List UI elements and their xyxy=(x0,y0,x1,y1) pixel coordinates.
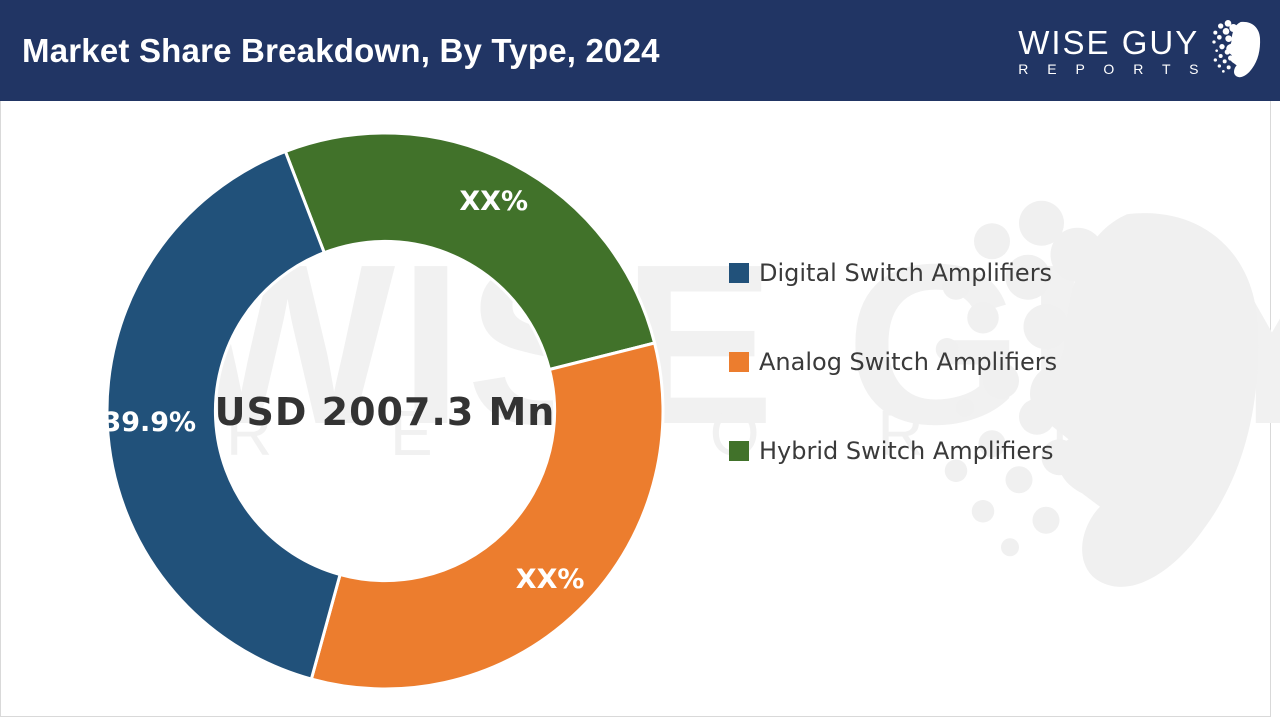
logo-wiseguy-label: WISE GUY xyxy=(1018,23,1200,61)
legend-label-hybrid: Hybrid Switch Amplifiers xyxy=(759,437,1054,465)
chart-legend: Digital Switch Amplifiers Analog Switch … xyxy=(729,252,1057,519)
chart-center-value: USD 2007.3 Mn xyxy=(214,390,556,434)
legend-label-digital: Digital Switch Amplifiers xyxy=(759,259,1053,287)
wiseguy-face-icon xyxy=(1212,19,1261,77)
legend-label-analog: Analog Switch Amplifiers xyxy=(759,348,1058,376)
legend-swatch-digital xyxy=(729,263,749,283)
wiseguy-logo: WISE GUY R E P O R T S xyxy=(1018,9,1266,93)
legend-swatch-hybrid xyxy=(729,441,749,461)
legend-item-analog: Analog Switch Amplifiers xyxy=(729,341,1057,383)
header-bar: Market Share Breakdown, By Type, 2024 WI… xyxy=(0,0,1280,101)
logo-reports-label: R E P O R T S xyxy=(1018,60,1206,77)
page-title: Market Share Breakdown, By Type, 2024 xyxy=(22,31,660,69)
wiseguy-logo-text: WISE GUY R E P O R T S xyxy=(1018,26,1206,76)
legend-item-hybrid: Hybrid Switch Amplifiers xyxy=(729,430,1057,472)
legend-item-digital: Digital Switch Amplifiers xyxy=(729,252,1057,294)
legend-swatch-analog xyxy=(729,352,749,372)
